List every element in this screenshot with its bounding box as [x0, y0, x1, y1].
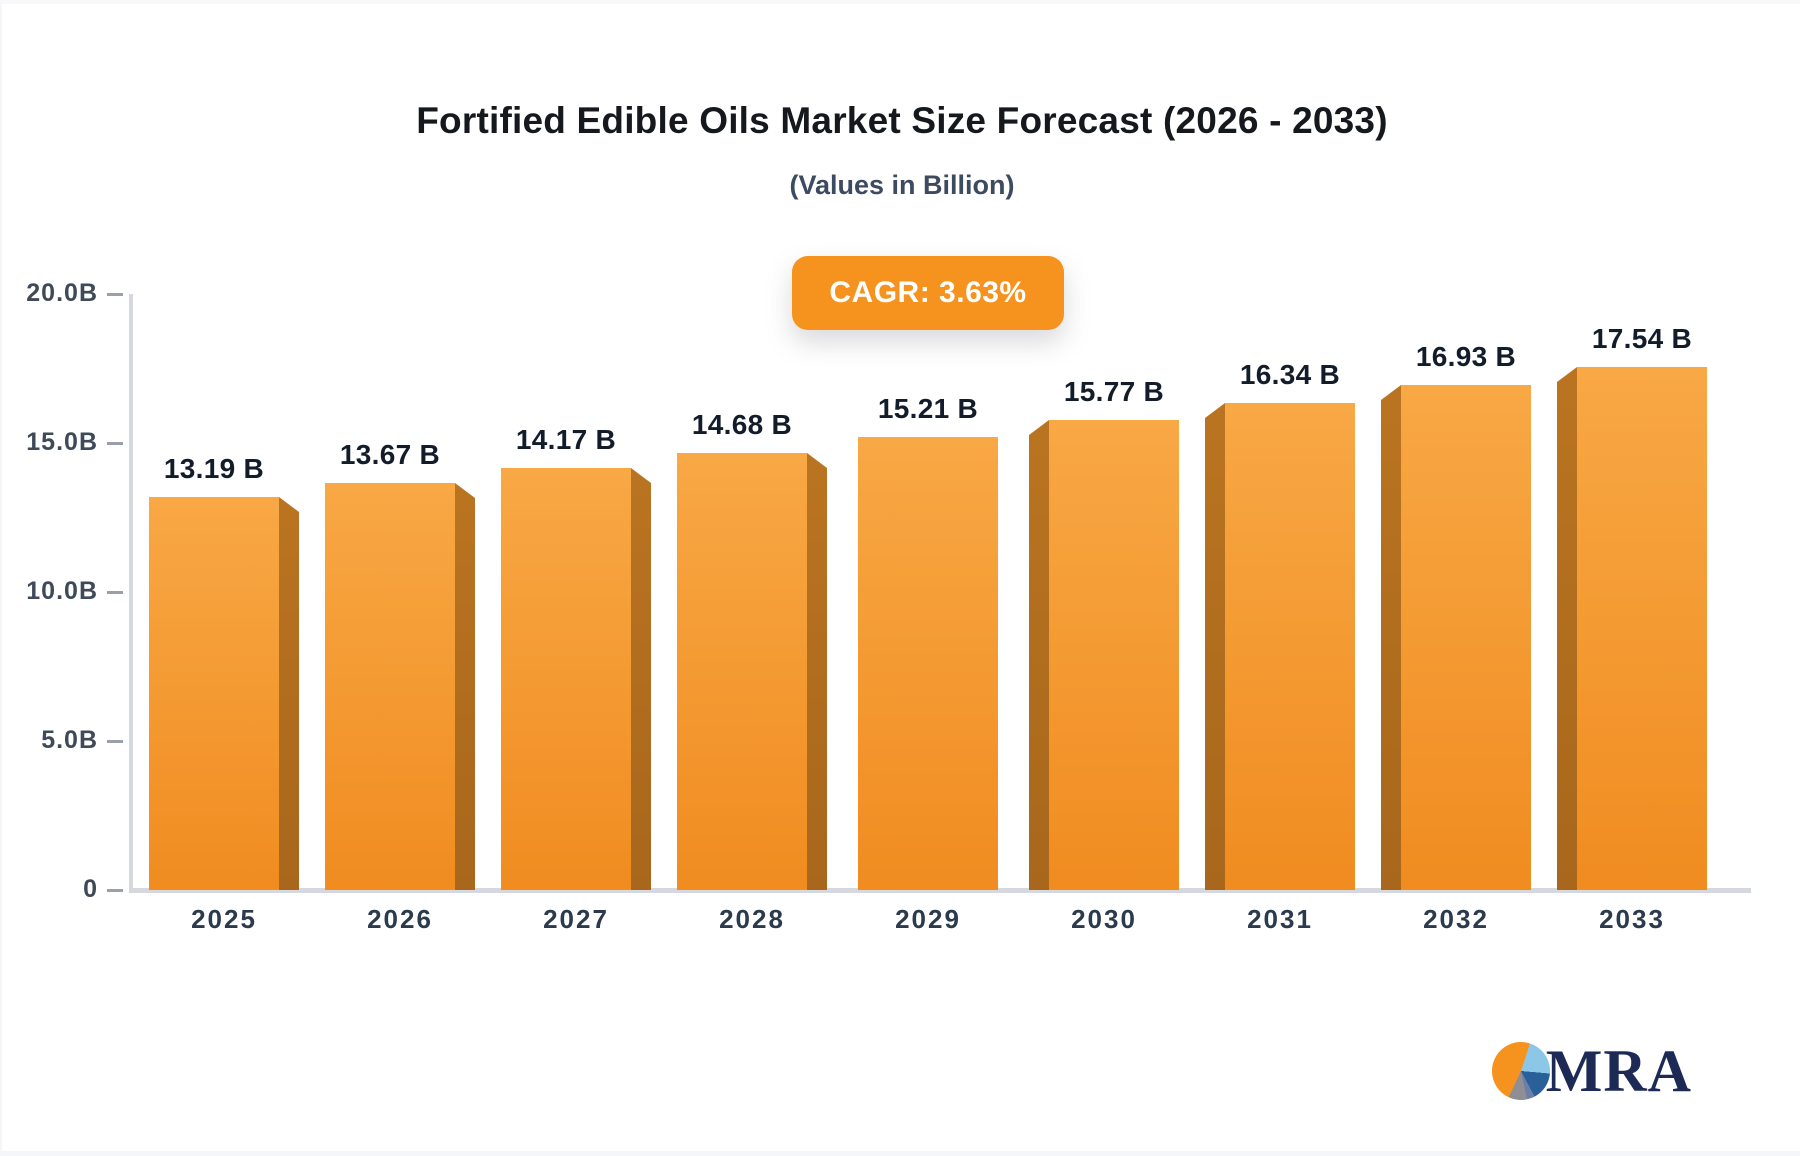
x-axis-label-2030: 2030 [1071, 904, 1137, 934]
bar-2025 [149, 497, 279, 890]
y-axis-tick-label: 15.0B [26, 428, 98, 456]
y-axis-tick-mark [107, 293, 123, 296]
chart-subtitle: (Values in Billion) [789, 170, 1015, 200]
pie-chart-logo-icon [1491, 1042, 1550, 1100]
x-axis-label-2027: 2027 [543, 904, 609, 934]
y-axis-tick-mark [107, 889, 123, 892]
x-axis-label-2031: 2031 [1247, 904, 1313, 934]
bar-3d-side [455, 483, 475, 890]
bar-2029 [858, 437, 998, 890]
bar-3d-side [1205, 403, 1225, 890]
bar-value-label: 15.21 B [877, 393, 979, 424]
y-axis-tick-mark [107, 740, 123, 743]
x-axis-label-2033: 2033 [1599, 904, 1665, 934]
bar-3d-side [1381, 385, 1401, 890]
y-axis-tick-label: 10.0B [26, 577, 98, 605]
bar-2030 [1049, 420, 1179, 890]
cagr-badge-label: CAGR: 3.63% [829, 276, 1027, 309]
y-axis-line [129, 294, 133, 892]
x-axis-line [129, 888, 1751, 893]
x-axis-label-2032: 2032 [1423, 904, 1489, 934]
bar-3d-side [279, 497, 299, 890]
cagr-badge: CAGR: 3.63% [792, 256, 1064, 330]
bar-3d-side [631, 468, 651, 890]
bar-value-label: 14.68 B [691, 409, 793, 440]
y-axis-tick-label: 0 [83, 875, 98, 903]
mra-logo: MRA [1491, 1038, 1692, 1104]
bar-2027 [501, 468, 631, 890]
x-axis-label-2028: 2028 [719, 904, 785, 934]
chart-title: Fortified Edible Oils Market Size Foreca… [416, 100, 1388, 141]
y-axis-tick-mark [107, 591, 123, 594]
bar-2028 [677, 453, 807, 890]
bar-value-label: 16.34 B [1239, 359, 1341, 390]
bar-3d-side [1557, 367, 1577, 890]
x-axis-label-2025: 2025 [191, 904, 257, 934]
x-axis-label-2029: 2029 [895, 904, 961, 934]
bar-value-label: 17.54 B [1591, 323, 1693, 354]
x-axis-label-2026: 2026 [367, 904, 433, 934]
bar-value-label: 16.93 B [1415, 341, 1517, 372]
bar-value-label: 13.19 B [163, 453, 265, 484]
bar-2026 [325, 483, 455, 890]
bar-3d-side [807, 453, 827, 890]
bar-value-label: 14.17 B [515, 424, 617, 455]
bar-2033 [1577, 367, 1707, 890]
y-axis-tick-label: 5.0B [41, 726, 98, 754]
y-axis-tick-label: 20.0B [26, 279, 98, 307]
bar-value-label: 13.67 B [339, 439, 441, 470]
bar-2031 [1225, 403, 1355, 890]
bar-value-label: 15.77 B [1063, 376, 1165, 407]
y-axis-tick-mark [107, 442, 123, 445]
logo-text: MRA [1545, 1038, 1692, 1104]
bar-3d-side [1029, 420, 1049, 890]
bar-2032 [1401, 385, 1531, 890]
